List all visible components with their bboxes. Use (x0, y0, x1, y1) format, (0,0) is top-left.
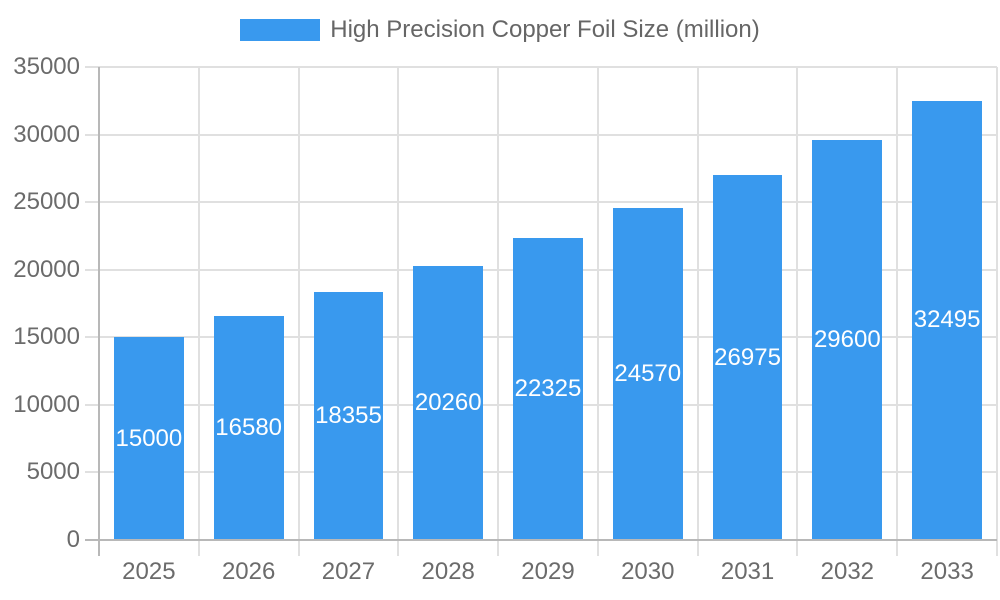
bar-value-label: 15000 (115, 424, 183, 452)
h-gridline (85, 66, 997, 68)
x-axis-line (85, 539, 997, 541)
v-gridline (596, 67, 599, 556)
bar-value-label: 26975 (714, 343, 781, 371)
v-gridline (397, 67, 400, 556)
x-tick-label: 2026 (221, 558, 276, 585)
bar: 22325 (513, 238, 583, 540)
bar-value-label: 32495 (913, 306, 981, 334)
bar-value-label: 24570 (614, 359, 682, 387)
v-gridline (497, 67, 500, 556)
bar: 32495 (912, 100, 983, 540)
v-gridline (896, 67, 899, 556)
bar-value-label: 29600 (813, 325, 881, 353)
h-gridline (85, 133, 997, 136)
bar-value-label: 16580 (215, 413, 283, 441)
legend-label: High Precision Copper Foil Size (million… (330, 16, 760, 43)
x-tick-label: 2032 (820, 558, 875, 585)
v-gridline (297, 67, 300, 556)
x-tick-label: 2028 (421, 558, 475, 585)
x-tick-label: 2031 (720, 558, 775, 585)
x-tick-label: 2027 (321, 558, 376, 585)
h-gridline (85, 201, 997, 204)
bar: 16580 (213, 315, 284, 540)
y-tick-label: 20000 (13, 255, 80, 283)
y-tick-label: 10000 (13, 390, 80, 418)
bar: 26975 (712, 175, 783, 540)
y-tick-label: 25000 (13, 188, 80, 216)
x-tick-label: 2029 (521, 558, 575, 585)
y-tick-label: 30000 (13, 120, 80, 148)
y-tick-label: 15000 (13, 323, 80, 351)
bar: 18355 (313, 291, 384, 540)
x-tick-label: 2033 (920, 558, 974, 585)
bar: 29600 (812, 139, 883, 540)
bar: 20260 (413, 266, 484, 540)
legend: High Precision Copper Foil Size (million… (0, 17, 1000, 43)
x-tick-label: 2025 (122, 558, 176, 585)
v-gridline (197, 67, 200, 556)
y-tick-label: 0 (66, 526, 80, 553)
bar-value-label: 22325 (514, 375, 582, 403)
legend-swatch (240, 19, 321, 41)
bar: 24570 (612, 207, 683, 540)
x-tick-label: 2030 (621, 558, 675, 585)
y-axis-line (98, 67, 100, 556)
v-gridline (796, 67, 799, 556)
v-gridline (996, 67, 998, 556)
y-tick-label: 35000 (13, 53, 80, 80)
bar-value-label: 18355 (315, 401, 382, 429)
y-tick-label: 5000 (26, 458, 80, 486)
v-gridline (696, 67, 699, 556)
bar-value-label: 20260 (414, 389, 482, 417)
bar: 15000 (113, 337, 184, 540)
